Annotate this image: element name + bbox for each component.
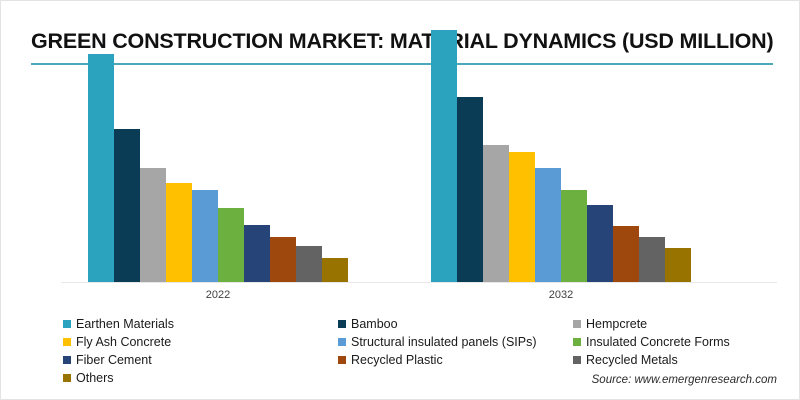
x-axis-line: [61, 282, 777, 283]
legend-label: Others: [76, 371, 114, 385]
chart-title: GREEN CONSTRUCTION MARKET: MATERIAL DYNA…: [31, 29, 774, 53]
legend-swatch-icon: [573, 356, 581, 364]
chart-legend: Earthen Materials Bamboo Hempcrete Fly Ash …: [63, 315, 778, 387]
bar-2032-others: [665, 248, 691, 282]
bar-2032-structural-insulated-panels-sips: [535, 168, 561, 282]
legend-label: Structural insulated panels (SIPs): [351, 335, 537, 349]
bar-2032-fiber-cement: [587, 204, 613, 282]
legend-label: Bamboo: [351, 317, 398, 331]
bar-2032-hempcrete: [483, 144, 509, 282]
legend-item-insulated-concrete-forms[interactable]: Insulated Concrete Forms: [573, 333, 778, 351]
legend-swatch-icon: [573, 338, 581, 346]
bar-2032-earthen-materials: [431, 29, 457, 282]
bar-group-2022: 2022: [88, 20, 348, 301]
bar-2022-recycled-plastic: [270, 237, 296, 282]
legend-swatch-icon: [63, 320, 71, 328]
legend-item-hempcrete[interactable]: Hempcrete: [573, 315, 778, 333]
bar-group-2032: 2032: [431, 20, 691, 301]
bar-2022-insulated-concrete-forms: [218, 208, 244, 282]
legend-item-structural-insulated-panels-sips[interactable]: Structural insulated panels (SIPs): [338, 333, 573, 351]
legend-row: Earthen Materials Bamboo Hempcrete: [63, 315, 778, 333]
x-axis-label-2022: 2022: [205, 289, 231, 301]
legend-swatch-icon: [338, 356, 346, 364]
legend-label: Fly Ash Concrete: [76, 335, 172, 349]
bar-2032-fly-ash-concrete: [509, 152, 535, 282]
legend-label: Recycled Plastic: [351, 353, 443, 367]
legend-label: Insulated Concrete Forms: [586, 335, 730, 349]
legend-swatch-icon: [338, 338, 346, 346]
legend-item-others[interactable]: Others: [63, 369, 338, 387]
legend-label: Fiber Cement: [76, 353, 152, 367]
legend-item-earthen-materials[interactable]: Earthen Materials: [63, 315, 338, 333]
legend-item-recycled-metals[interactable]: Recycled Metals: [573, 351, 778, 369]
legend-row: Fly Ash Concrete Structural insulated pan…: [63, 333, 778, 351]
plot-area: 2022 2032: [1, 1, 799, 301]
bar-2022-fiber-cement: [244, 224, 270, 282]
bar-2022-hempcrete: [140, 168, 166, 282]
bar-series-2022: [88, 20, 348, 282]
legend-row: Fiber Cement Recycled Plastic Recycled Met…: [63, 351, 778, 369]
bar-2022-structural-insulated-panels-sips: [192, 189, 218, 282]
legend-item-fiber-cement[interactable]: Fiber Cement: [63, 351, 338, 369]
bar-2022-others: [322, 258, 348, 282]
legend-item-bamboo[interactable]: Bamboo: [338, 315, 573, 333]
legend-label: Earthen Materials: [76, 317, 174, 331]
bar-2022-earthen-materials: [88, 53, 114, 282]
legend-row: Others: [63, 369, 778, 387]
bar-2022-fly-ash-concrete: [166, 183, 192, 282]
bar-2022-recycled-metals: [296, 245, 322, 282]
bar-2032-recycled-metals: [639, 237, 665, 282]
legend-item-recycled-plastic[interactable]: Recycled Plastic: [338, 351, 573, 369]
legend-item-fly-ash-concrete[interactable]: Fly Ash Concrete: [63, 333, 338, 351]
legend-swatch-icon: [63, 356, 71, 364]
bar-2032-bamboo: [457, 97, 483, 282]
legend-swatch-icon: [63, 338, 71, 346]
bar-2032-insulated-concrete-forms: [561, 189, 587, 282]
bar-2032-recycled-plastic: [613, 225, 639, 282]
legend-swatch-icon: [63, 374, 71, 382]
legend-label: Hempcrete: [586, 317, 648, 331]
title-underline-rule: [31, 63, 773, 65]
x-axis-label-2032: 2032: [548, 289, 574, 301]
legend-label: Recycled Metals: [586, 353, 678, 367]
bar-2022-bamboo: [114, 128, 140, 282]
source-attribution: Source: www.emergenresearch.com: [591, 374, 777, 386]
legend-swatch-icon: [338, 320, 346, 328]
bar-series-2032: [431, 20, 691, 282]
legend-swatch-icon: [573, 320, 581, 328]
